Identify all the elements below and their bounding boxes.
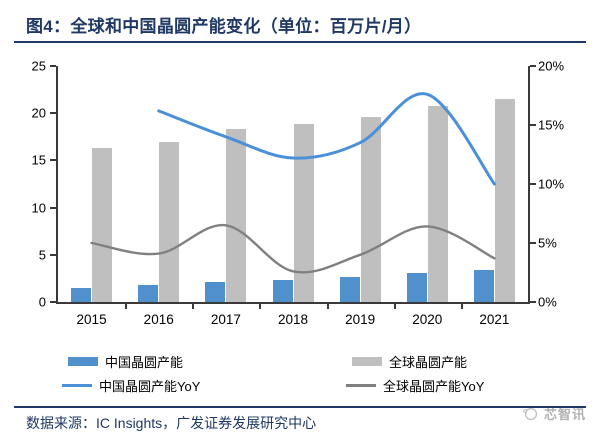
- x-axis-tick: [326, 304, 329, 309]
- y-axis-left-tick: [50, 301, 56, 303]
- footer-divider: [14, 406, 586, 408]
- bar-china-capacity: [205, 282, 226, 302]
- y-axis-left-tick-label: 20: [31, 105, 46, 121]
- y-axis-right-tick-label: 15%: [538, 117, 565, 133]
- bar-china-capacity: [406, 272, 427, 302]
- bar-global-capacity: [360, 116, 381, 302]
- y-axis-left-tick: [50, 253, 56, 256]
- y-axis-right-tick-label: 20%: [538, 58, 565, 74]
- bar-china-capacity: [339, 277, 360, 302]
- y-axis-right-tick: [530, 65, 536, 67]
- title-divider: [14, 41, 586, 43]
- x-axis-tick: [192, 304, 195, 309]
- line-global-yoy: [90, 224, 496, 274]
- legend-label: 全球晶圆产能: [389, 355, 468, 370]
- line-china-yoy: [157, 92, 496, 186]
- x-axis-tick: [259, 304, 262, 309]
- y-axis-left-tick-label: 0: [38, 294, 46, 310]
- y-axis-left-tick: [50, 206, 56, 209]
- y-axis-right-tick-label: 10%: [538, 176, 565, 192]
- y-axis-left-tick-label: 5: [38, 247, 46, 263]
- watermark: 芯智讯: [522, 404, 586, 423]
- legend-item[interactable]: 中国晶圆产能YoY: [62, 376, 200, 395]
- line-series-group: [90, 92, 496, 274]
- legend-item[interactable]: 全球晶圆产能: [352, 352, 467, 371]
- bar-global-capacity: [159, 141, 180, 302]
- x-axis-tick-label: 2021: [479, 312, 510, 327]
- y-axis-right-tick-label: 0%: [538, 294, 557, 310]
- y-axis-right-tick: [530, 301, 536, 303]
- y-axis-left-tick: [50, 112, 56, 115]
- x-axis-tick: [460, 304, 463, 309]
- bar-global-capacity: [494, 99, 515, 302]
- y-axis-left-tick: [50, 65, 56, 67]
- chart-canvas: 0 5 10 15 20 25 0% 5% 10% 15% 20% 2015 2016 2017 201…: [0, 48, 600, 348]
- y-axis-left-tick-label: 25: [31, 58, 46, 74]
- bar-china-capacity: [71, 287, 92, 302]
- y-axis-left-tick-label: 15: [31, 152, 46, 168]
- legend-item[interactable]: 中国晶圆产能: [68, 352, 183, 371]
- watermark-label: 芯智讯: [543, 407, 586, 422]
- plot-region: [58, 66, 528, 302]
- x-axis-tick: [125, 304, 128, 309]
- legend-label: 中国晶圆产能YoY: [99, 379, 201, 394]
- y-axis-left-tick-label: 10: [31, 200, 46, 216]
- y-axis-right-tick: [530, 183, 536, 185]
- page-title: 图4：全球和中国晶圆产能变化（单位：百万片/月）: [26, 16, 422, 36]
- bar-china-capacity: [138, 285, 159, 302]
- x-axis-tick: [393, 304, 396, 309]
- legend-line-swatch: [346, 384, 376, 387]
- y-axis-left-tick: [50, 159, 56, 162]
- source-note: 数据来源：IC Insights，广发证券发展研究中心: [26, 415, 317, 431]
- x-axis-tick-label: 2017: [210, 312, 241, 327]
- legend-bar-swatch: [352, 357, 382, 366]
- chart-legend: 中国晶圆产能 全球晶圆产能中国晶圆产能YoY 全球晶圆产能YoY: [0, 348, 600, 400]
- legend-line-swatch: [62, 384, 92, 387]
- y-axis-right-tick-label: 5%: [538, 235, 557, 251]
- legend-label: 全球晶圆产能YoY: [383, 379, 485, 394]
- y-axis-right-line: [528, 66, 530, 304]
- circle-logo-icon: [523, 407, 538, 420]
- bar-global-capacity: [226, 129, 247, 302]
- bar-global-capacity: [293, 123, 314, 302]
- x-axis-tick-label: 2019: [345, 312, 376, 327]
- legend-label: 中国晶圆产能: [105, 355, 184, 370]
- y-axis-right-tick: [530, 242, 536, 244]
- legend-item[interactable]: 全球晶圆产能YoY: [346, 376, 484, 395]
- bar-china-capacity: [272, 280, 293, 302]
- legend-bar-swatch: [68, 357, 98, 366]
- x-axis-line: [56, 302, 530, 304]
- x-axis-tick-label: 2016: [143, 312, 174, 327]
- y-axis-left-line: [56, 66, 58, 304]
- x-axis-tick-label: 2018: [277, 312, 309, 327]
- bar-china-capacity: [473, 269, 494, 302]
- bar-global-capacity: [427, 105, 448, 302]
- x-axis-tick-label: 2020: [412, 312, 443, 327]
- x-axis-tick-label: 2015: [76, 312, 107, 327]
- bar-global-capacity: [92, 148, 113, 302]
- y-axis-right-tick: [530, 124, 536, 126]
